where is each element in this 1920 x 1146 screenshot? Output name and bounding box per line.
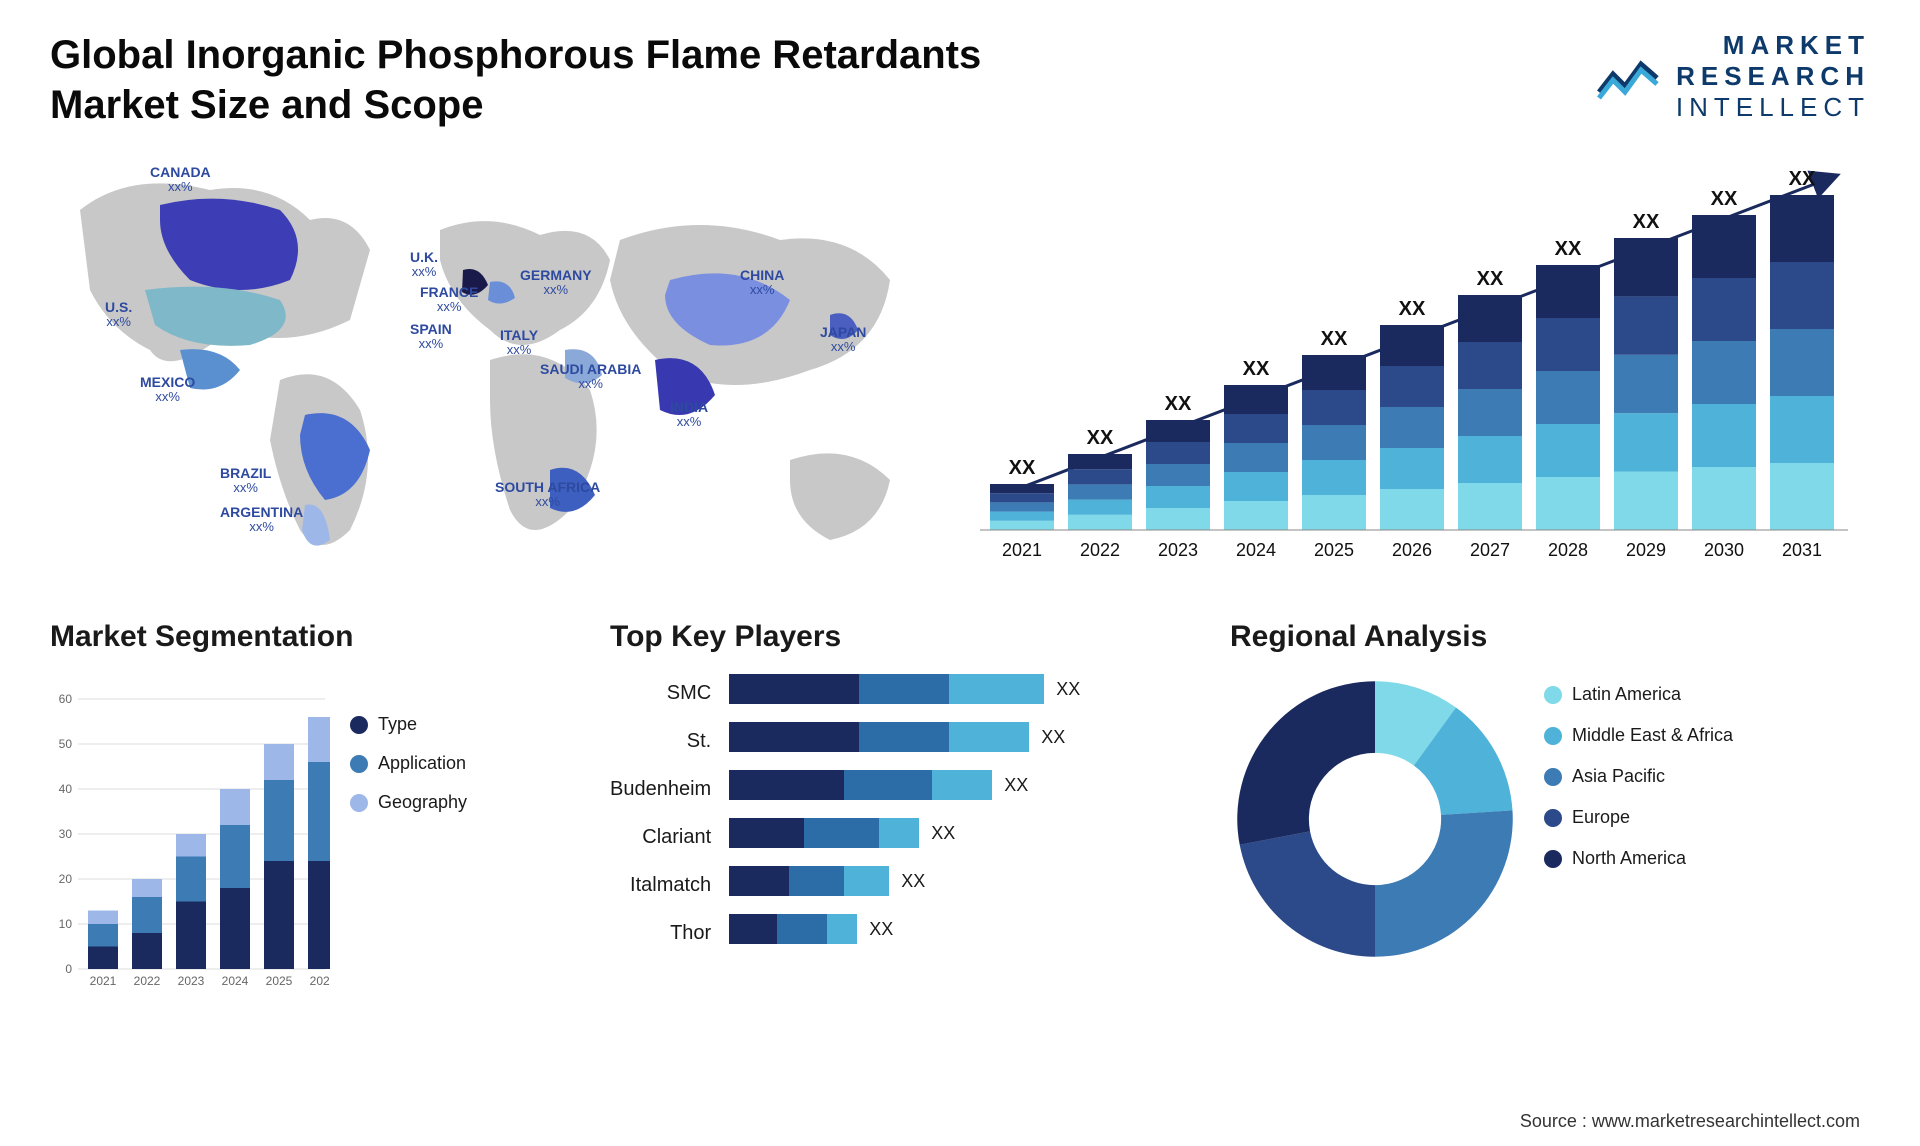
legend-item: Geography (350, 792, 467, 813)
regional-donut (1230, 674, 1520, 964)
svg-text:2021: 2021 (1002, 540, 1042, 560)
svg-text:XX: XX (1399, 298, 1426, 320)
svg-text:2028: 2028 (1548, 540, 1588, 560)
segmentation-chart: 0 10 20 30 40 50 60 2021 2022 2023 2024 2025 2026 (50, 674, 330, 994)
svg-text:50: 50 (59, 737, 73, 751)
legend-item: Middle East & Africa (1544, 725, 1733, 746)
map-label: SOUTH AFRICAxx% (495, 480, 600, 510)
svg-text:60: 60 (59, 692, 73, 706)
svg-text:XX: XX (1633, 211, 1660, 233)
player-bar-row: XX (729, 674, 1190, 704)
growth-bar-chart: XX 2021 XX 2022 XX 2023 XX 2024 XX 2025 XX 2026 XX 20… (970, 150, 1870, 580)
legend-item: Application (350, 753, 467, 774)
map-label: U.K.xx% (410, 250, 438, 280)
svg-text:2025: 2025 (1314, 540, 1354, 560)
brand-line2: RESEARCH (1676, 61, 1870, 92)
map-label: GERMANYxx% (520, 268, 592, 298)
players-bars: XX XX XX XX XX XX (729, 674, 1190, 948)
svg-text:2024: 2024 (222, 974, 249, 988)
svg-text:2025: 2025 (266, 974, 293, 988)
map-label: U.S.xx% (105, 300, 132, 330)
player-bar-row: XX (729, 866, 1190, 896)
svg-text:2021: 2021 (90, 974, 117, 988)
player-bar-row: XX (729, 770, 1190, 800)
map-label: CANADAxx% (150, 165, 211, 195)
brand-line1: MARKET (1676, 30, 1870, 61)
svg-text:40: 40 (59, 782, 73, 796)
brand-logo: MARKET RESEARCH INTELLECT (1595, 30, 1870, 123)
legend-item: North America (1544, 848, 1733, 869)
svg-text:2031: 2031 (1782, 540, 1822, 560)
source-text: Source : www.marketresearchintellect.com (1520, 1111, 1860, 1132)
legend-item: Type (350, 714, 467, 735)
player-bar-row: XX (729, 818, 1190, 848)
player-name: St. (687, 726, 711, 756)
player-name: Thor (670, 918, 711, 948)
svg-text:XX: XX (1555, 238, 1582, 260)
player-bar-row: XX (729, 722, 1190, 752)
svg-text:2023: 2023 (178, 974, 205, 988)
regional-title: Regional Analysis (1230, 620, 1870, 654)
svg-text:2026: 2026 (310, 974, 330, 988)
svg-text:XX: XX (1243, 358, 1270, 380)
player-name: Budenheim (610, 774, 711, 804)
regional-panel: Regional Analysis Latin America Middle Ea… (1230, 620, 1870, 1060)
map-label: ITALYxx% (500, 328, 538, 358)
map-label: JAPANxx% (820, 325, 866, 355)
brand-line3: INTELLECT (1676, 92, 1870, 123)
svg-text:10: 10 (59, 917, 73, 931)
svg-text:2022: 2022 (1080, 540, 1120, 560)
map-label: ARGENTINAxx% (220, 505, 303, 535)
map-label: CHINAxx% (740, 268, 784, 298)
svg-text:XX: XX (1477, 268, 1504, 290)
segmentation-panel: Market Segmentation 0 10 20 30 40 50 60 2021 202… (50, 620, 570, 1060)
map-label: MEXICOxx% (140, 375, 195, 405)
svg-text:XX: XX (1789, 168, 1816, 190)
svg-text:2022: 2022 (134, 974, 161, 988)
map-label: INDIAxx% (670, 400, 708, 430)
players-panel: Top Key Players SMC St. Budenheim Clariant I… (610, 620, 1190, 1060)
svg-text:0: 0 (65, 962, 72, 976)
svg-text:2026: 2026 (1392, 540, 1432, 560)
legend-item: Latin America (1544, 684, 1733, 705)
svg-text:2024: 2024 (1236, 540, 1276, 560)
svg-text:XX: XX (1009, 457, 1036, 479)
world-map: CANADAxx% U.S.xx% MEXICOxx% BRAZILxx% ARGENT… (50, 150, 930, 580)
map-label: BRAZILxx% (220, 466, 271, 496)
map-label: SAUDI ARABIAxx% (540, 362, 641, 392)
svg-text:2027: 2027 (1470, 540, 1510, 560)
players-title: Top Key Players (610, 620, 1190, 654)
regional-legend: Latin America Middle East & Africa Asia Pa… (1544, 684, 1733, 869)
player-name: Clariant (642, 822, 711, 852)
svg-text:XX: XX (1165, 393, 1192, 415)
legend-item: Europe (1544, 807, 1733, 828)
players-names: SMC St. Budenheim Clariant Italmatch Thor (610, 674, 711, 948)
svg-text:2030: 2030 (1704, 540, 1744, 560)
page-title: Global Inorganic Phosphorous Flame Retar… (50, 30, 1100, 130)
player-bar-row: XX (729, 914, 1190, 944)
svg-text:30: 30 (59, 827, 73, 841)
legend-item: Asia Pacific (1544, 766, 1733, 787)
svg-text:XX: XX (1087, 427, 1114, 449)
map-label: SPAINxx% (410, 322, 452, 352)
svg-text:2023: 2023 (1158, 540, 1198, 560)
svg-text:20: 20 (59, 872, 73, 886)
svg-text:2029: 2029 (1626, 540, 1666, 560)
svg-text:XX: XX (1321, 328, 1348, 350)
world-map-svg (50, 150, 930, 580)
svg-text:XX: XX (1711, 188, 1738, 210)
segmentation-legend: Type Application Geography (350, 714, 467, 994)
segmentation-title: Market Segmentation (50, 620, 570, 654)
player-name: SMC (667, 678, 711, 708)
player-name: Italmatch (630, 870, 711, 900)
map-label: FRANCExx% (420, 285, 478, 315)
